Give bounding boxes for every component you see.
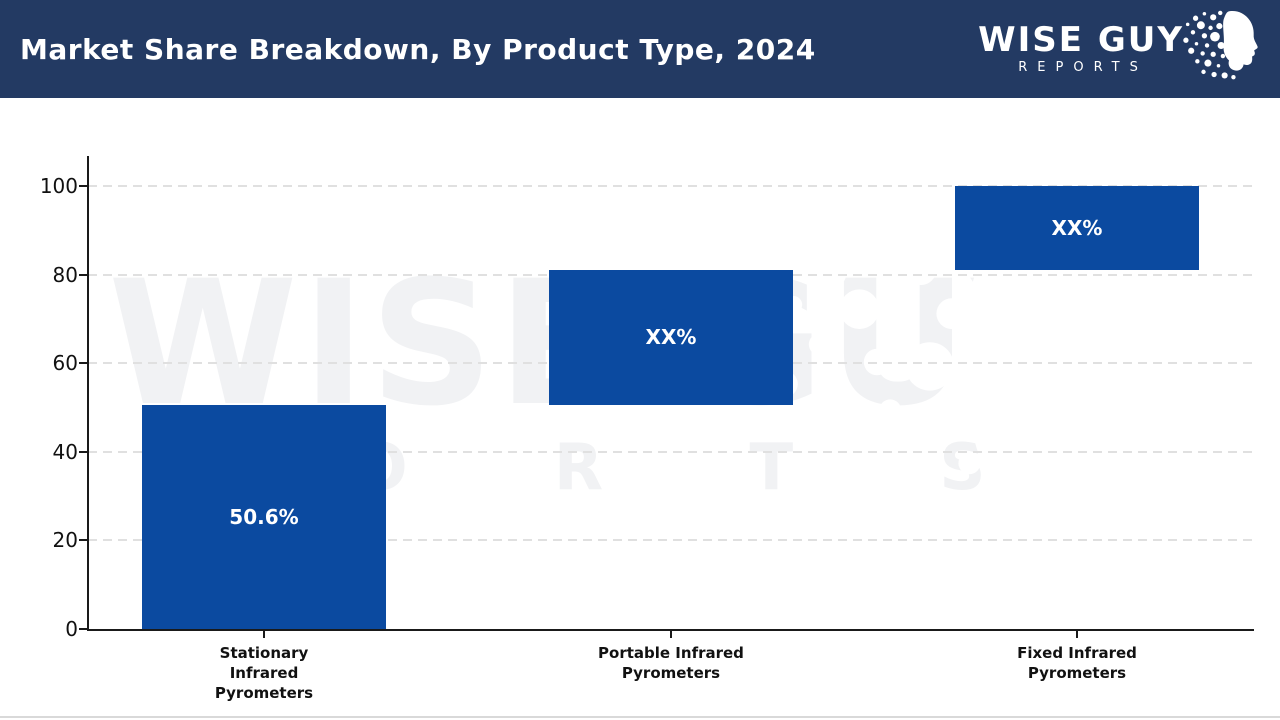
y-axis-line: [87, 156, 89, 631]
gridline-20: [88, 539, 1254, 542]
y-tick-mark-40: [79, 450, 87, 453]
y-tick-label-0: 0: [65, 617, 78, 641]
gridline-40: [88, 450, 1254, 453]
y-tick-label-60: 60: [52, 351, 78, 376]
brand-subtitle: REPORTS: [1018, 60, 1148, 75]
x-axis-label-portable: Portable Infrared Pyrometers: [598, 644, 744, 682]
x-tick-mark: [670, 631, 672, 638]
y-tick-mark-20: [79, 539, 87, 542]
x-tick-mark: [263, 631, 265, 638]
y-tick-label-20: 20: [52, 528, 78, 553]
gridline-100: [88, 185, 1254, 187]
bar-fixed-infrared-pyrometers: XX%: [955, 186, 1199, 270]
bar-value-label: 50.6%: [229, 504, 299, 529]
y-tick-label-80: 80: [52, 262, 78, 287]
chart-area: WISE GUY P O R T S 0 20 40 60 80 100 50.6% XX…: [0, 98, 1280, 720]
dot-face-logo-icon: [1183, 10, 1258, 80]
x-axis-label-fixed: Fixed Infrared Pyrometers: [1017, 644, 1137, 682]
bar-value-label: XX%: [1051, 215, 1103, 240]
y-tick-mark-60: [79, 362, 87, 365]
header-banner: Market Share Breakdown, By Product Type,…: [0, 0, 1280, 98]
y-tick-label-100: 100: [39, 174, 78, 198]
brand-name: WISE GUY: [978, 20, 1184, 60]
brand-logo: WISE GUY REPORTS: [978, 5, 1266, 93]
y-tick-mark-100: [79, 185, 87, 187]
x-axis-line: [87, 629, 1254, 631]
y-tick-mark-0: [79, 628, 87, 630]
brand-logo-text: WISE GUY REPORTS: [978, 23, 1184, 75]
page-title: Market Share Breakdown, By Product Type,…: [20, 32, 816, 66]
bar-stationary-infrared-pyrometers: 50.6%: [142, 404, 386, 629]
y-tick-label-40: 40: [52, 439, 78, 464]
x-axis-label-stationary: Stationary Infrared Pyrometers: [214, 644, 314, 702]
y-tick-mark-80: [79, 273, 87, 276]
x-tick-mark: [1076, 631, 1078, 638]
bar-value-label: XX%: [645, 325, 697, 350]
bottom-divider: [0, 716, 1280, 718]
bar-portable-infrared-pyrometers: XX%: [549, 269, 793, 405]
